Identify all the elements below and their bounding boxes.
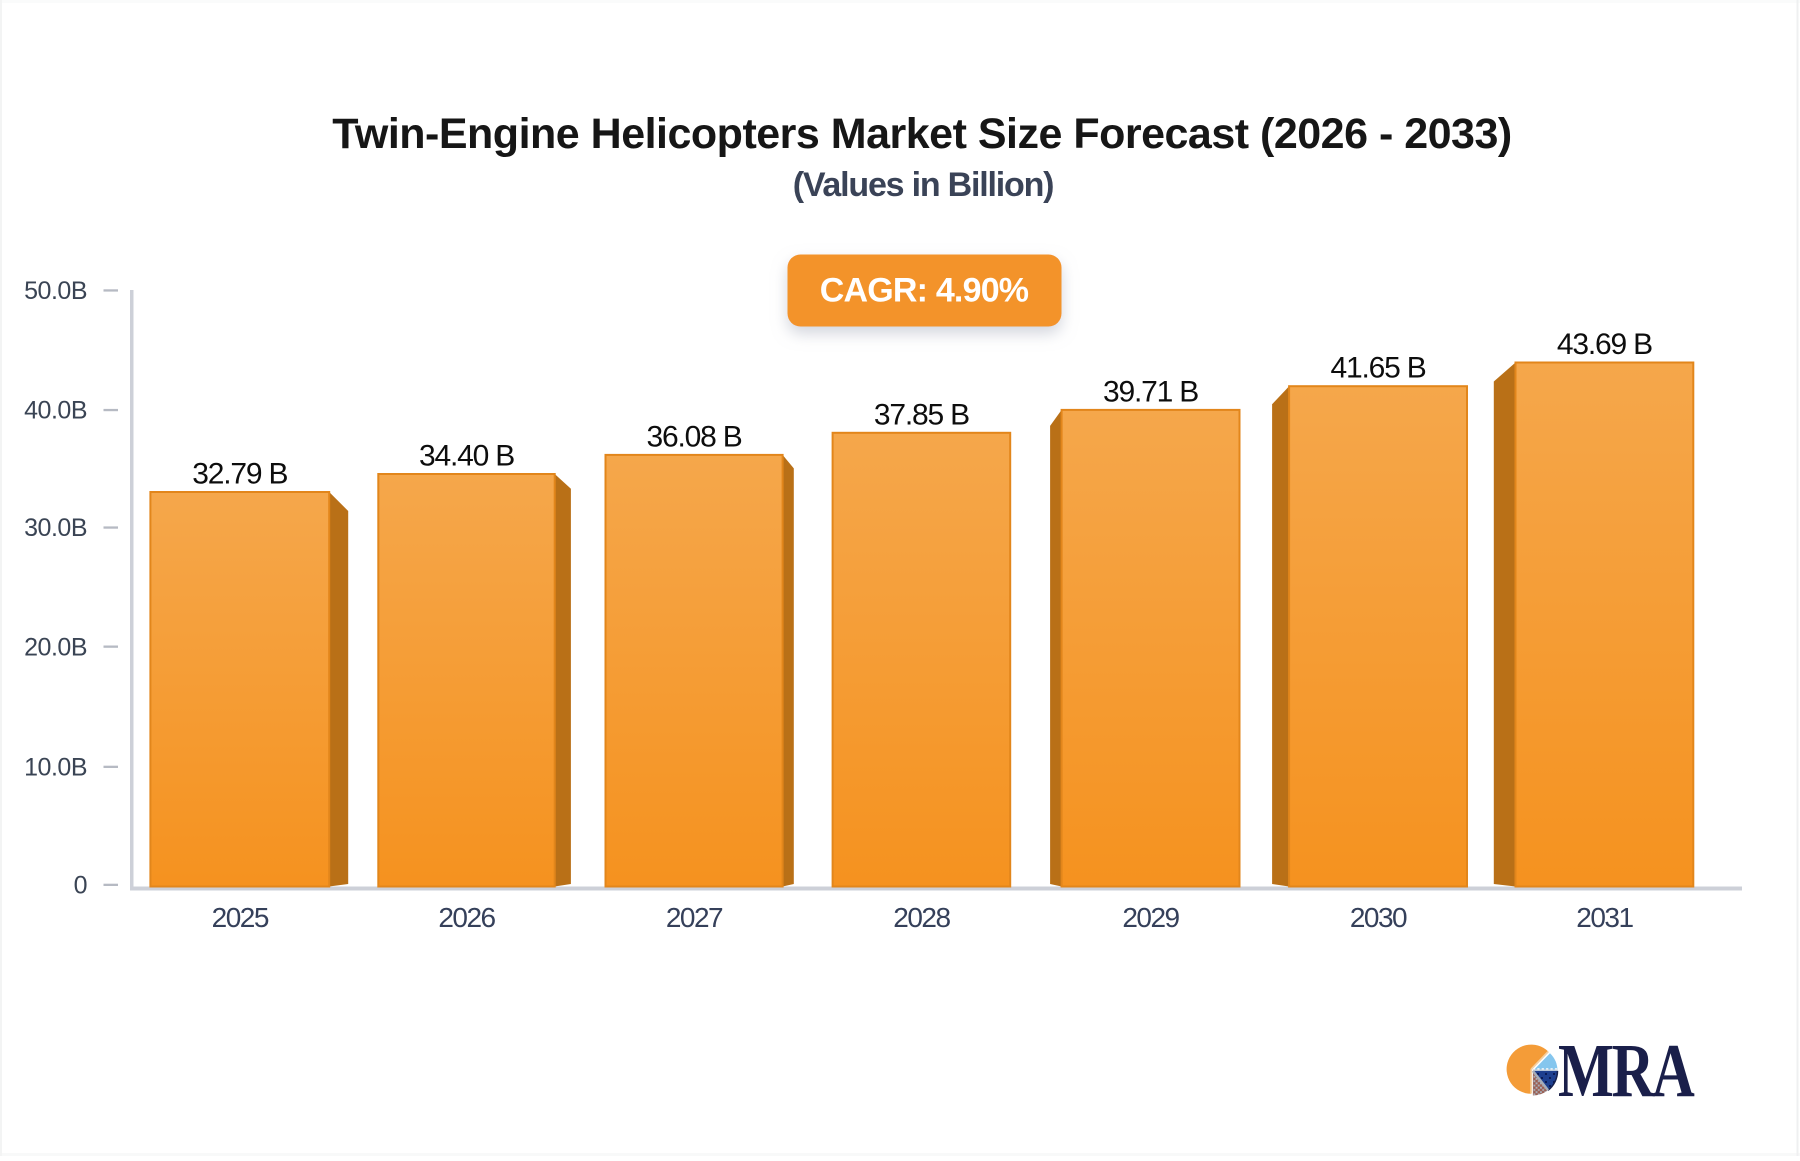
svg-text:34.40 B: 34.40 B [419,440,514,473]
svg-text:2026: 2026 [438,902,495,933]
svg-text:40.0B: 40.0B [24,397,87,425]
svg-text:10.0B: 10.0B [24,754,87,782]
svg-text:Twin-Engine Helicopters Market: Twin-Engine Helicopters Market Size Fore… [332,110,1511,158]
svg-text:2025: 2025 [212,902,269,933]
svg-text:39.71 B: 39.71 B [1103,375,1198,408]
svg-text:2027: 2027 [666,902,723,933]
svg-text:MRA: MRA [1558,1028,1695,1113]
svg-text:20.0B: 20.0B [24,633,87,661]
svg-text:50.0B: 50.0B [24,277,87,305]
svg-text:37.85 B: 37.85 B [874,398,969,431]
svg-text:CAGR: 4.90%: CAGR: 4.90% [820,272,1029,310]
svg-text:2031: 2031 [1576,902,1633,933]
svg-text:2029: 2029 [1122,902,1179,933]
svg-text:0: 0 [74,872,87,900]
svg-text:2030: 2030 [1350,902,1407,933]
svg-text:32.79 B: 32.79 B [192,458,287,491]
svg-text:36.08 B: 36.08 B [646,420,741,453]
svg-text:(Values in Billion): (Values in Billion) [793,166,1054,204]
svg-text:30.0B: 30.0B [24,514,87,542]
svg-text:41.65 B: 41.65 B [1330,352,1425,385]
svg-text:43.69 B: 43.69 B [1557,328,1652,361]
svg-text:2028: 2028 [893,902,950,933]
